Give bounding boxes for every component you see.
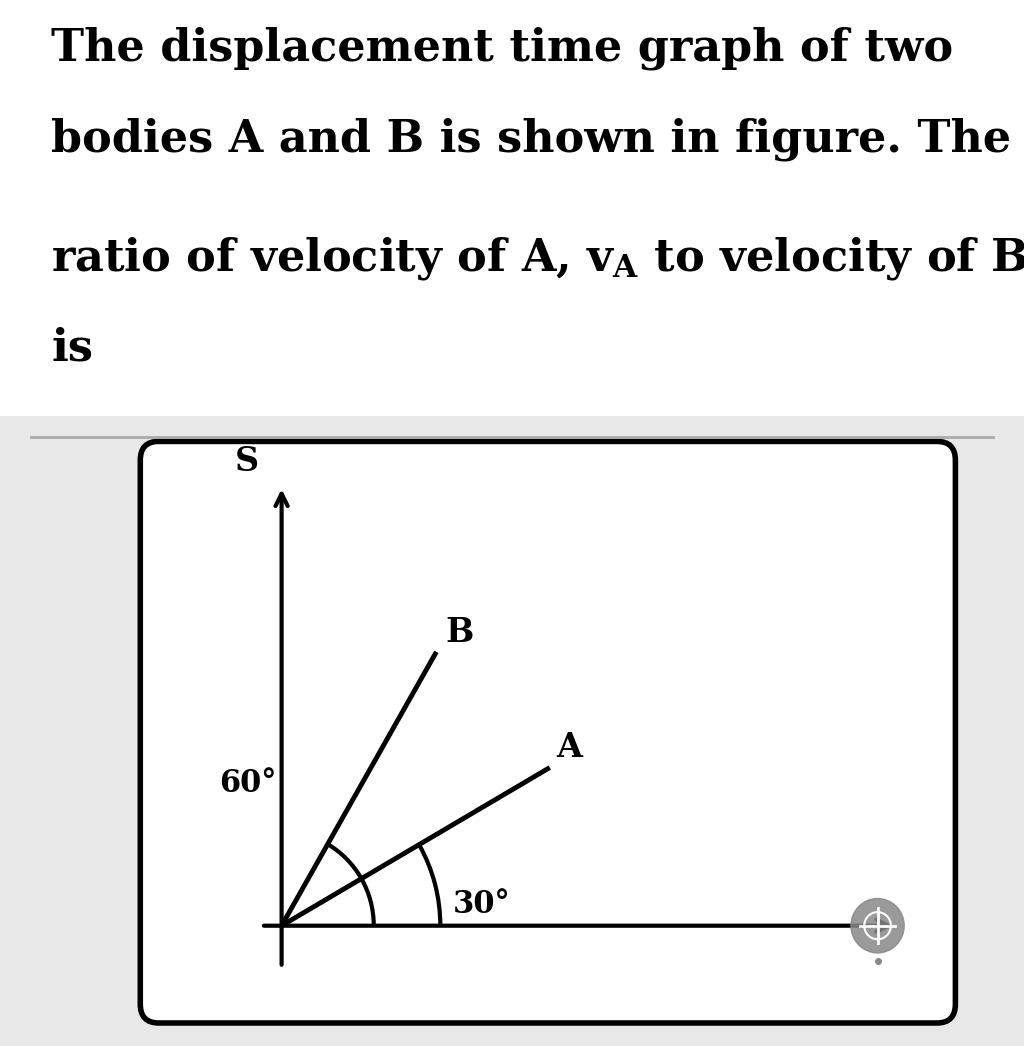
Text: bodies A and B is shown in figure. The: bodies A and B is shown in figure. The	[51, 117, 1012, 161]
Bar	[0, 416, 1024, 1046]
Circle shape	[851, 899, 904, 953]
Text: B: B	[445, 616, 474, 649]
Text: 30°: 30°	[453, 889, 510, 920]
Text: ratio of velocity of A, $\mathregular{v_A}$ to velocity of B, $\mathregular{v_B}: ratio of velocity of A, $\mathregular{v_…	[51, 235, 1024, 282]
Text: A: A	[556, 730, 582, 764]
FancyBboxPatch shape	[140, 441, 955, 1023]
Text: S: S	[234, 445, 259, 478]
Text: is: is	[51, 326, 93, 369]
Text: The displacement time graph of two: The displacement time graph of two	[51, 26, 953, 70]
Text: 60°: 60°	[219, 768, 276, 799]
